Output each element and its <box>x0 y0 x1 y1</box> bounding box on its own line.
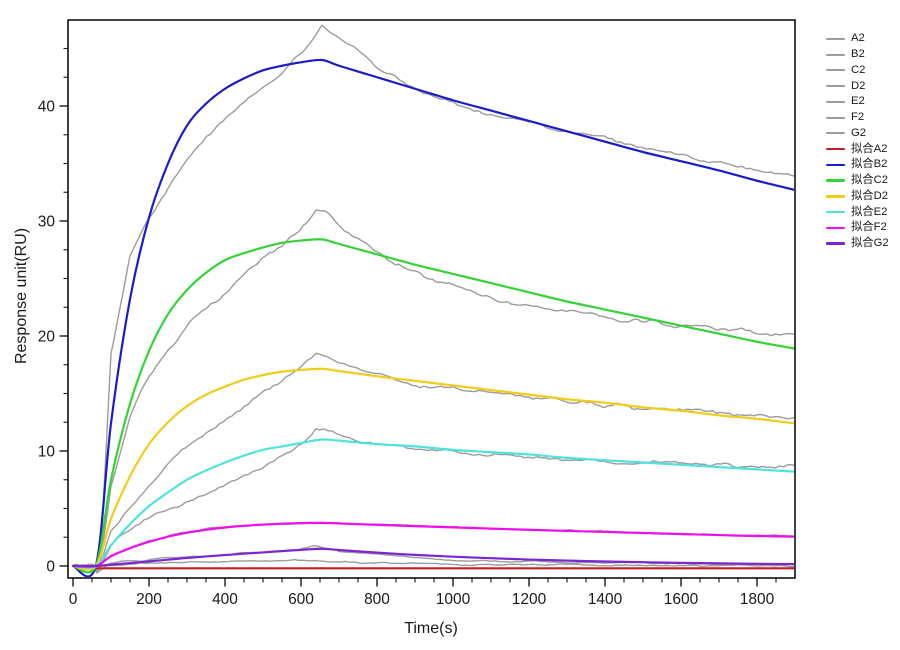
legend-item: B2 <box>826 47 889 63</box>
legend-item: 拟合G2 <box>826 236 889 252</box>
legend-label: 拟合G2 <box>851 237 889 250</box>
legend-label: 拟合A2 <box>851 142 888 155</box>
legend-item: 拟合B2 <box>826 157 889 173</box>
legend-swatch-D2 <box>826 85 845 88</box>
legend-swatch-拟合G2 <box>826 242 845 245</box>
x-tick-label: 1000 <box>436 591 471 608</box>
legend-item: E2 <box>826 94 889 110</box>
legend-label: B2 <box>851 48 865 61</box>
y-axis-label: Response unit(RU) <box>13 227 30 365</box>
y-tick-label: 0 <box>46 559 55 576</box>
y-tick-label: 40 <box>38 99 56 116</box>
x-axis-label: Time(s) <box>404 620 458 637</box>
x-tick-label: 1200 <box>512 591 547 608</box>
x-tick-label: 1800 <box>740 591 775 608</box>
legend-label: C2 <box>851 63 866 76</box>
legend-item: D2 <box>826 78 889 94</box>
x-tick-label: 400 <box>212 591 238 608</box>
legend-swatch-B2 <box>826 53 845 56</box>
legend-item: G2 <box>826 126 889 142</box>
legend: A2 B2 C2 D2 E2 F2 G2 拟合A2 拟合B2 拟合C2 拟合D2 拟合E2 拟合F2 拟合… <box>826 31 889 252</box>
x-tick-label: 200 <box>136 591 162 608</box>
x-tick-label: 1400 <box>588 591 623 608</box>
series-拟合E2 <box>71 438 794 569</box>
series-B2 <box>72 24 794 574</box>
legend-swatch-拟合F2 <box>826 226 845 230</box>
legend-label: F2 <box>851 111 865 124</box>
legend-label: 拟合F2 <box>851 221 887 234</box>
legend-swatch-C2 <box>826 69 845 72</box>
legend-label: D2 <box>851 79 866 92</box>
legend-label: E2 <box>851 95 865 108</box>
y-tick-label: 20 <box>38 329 56 346</box>
series-拟合D2 <box>71 367 794 571</box>
legend-swatch-E2 <box>826 100 845 103</box>
series-拟合F2 <box>71 521 794 568</box>
legend-swatch-拟合E2 <box>826 210 845 214</box>
legend-swatch-A2 <box>826 37 845 40</box>
legend-item: 拟合E2 <box>826 204 889 220</box>
legend-swatch-拟合C2 <box>826 179 845 182</box>
x-tick-label: 800 <box>364 591 390 608</box>
legend-swatch-F2 <box>826 116 845 119</box>
legend-label: 拟合E2 <box>851 205 888 218</box>
legend-swatch-G2 <box>826 132 845 135</box>
legend-label: 拟合D2 <box>851 189 889 202</box>
legend-swatch-拟合A2 <box>826 147 845 151</box>
x-tick-label: 0 <box>69 591 78 608</box>
legend-item: 拟合C2 <box>826 173 889 189</box>
series-A2 <box>72 559 794 574</box>
legend-item: 拟合A2 <box>826 141 889 157</box>
y-tick-label: 10 <box>38 444 56 461</box>
legend-label: A2 <box>851 32 865 45</box>
x-tick-label: 1600 <box>664 591 699 608</box>
legend-label: 拟合B2 <box>851 158 888 171</box>
plot-box <box>67 19 796 579</box>
series-C2 <box>72 209 794 572</box>
legend-item: C2 <box>826 63 889 79</box>
y-tick-label: 30 <box>38 214 56 231</box>
legend-item: F2 <box>826 110 889 126</box>
series-拟合C2 <box>71 238 794 574</box>
series-拟合G2 <box>71 547 794 568</box>
series-拟合B2 <box>71 58 794 577</box>
legend-label: G2 <box>851 126 867 139</box>
legend-item: 拟合F2 <box>826 220 889 236</box>
legend-item: 拟合D2 <box>826 189 889 205</box>
legend-swatch-拟合B2 <box>826 163 845 167</box>
series-E2 <box>72 427 794 574</box>
x-tick-label: 600 <box>288 591 314 608</box>
legend-swatch-拟合D2 <box>826 195 845 198</box>
legend-item: A2 <box>826 31 889 47</box>
legend-label: 拟合C2 <box>851 174 889 187</box>
